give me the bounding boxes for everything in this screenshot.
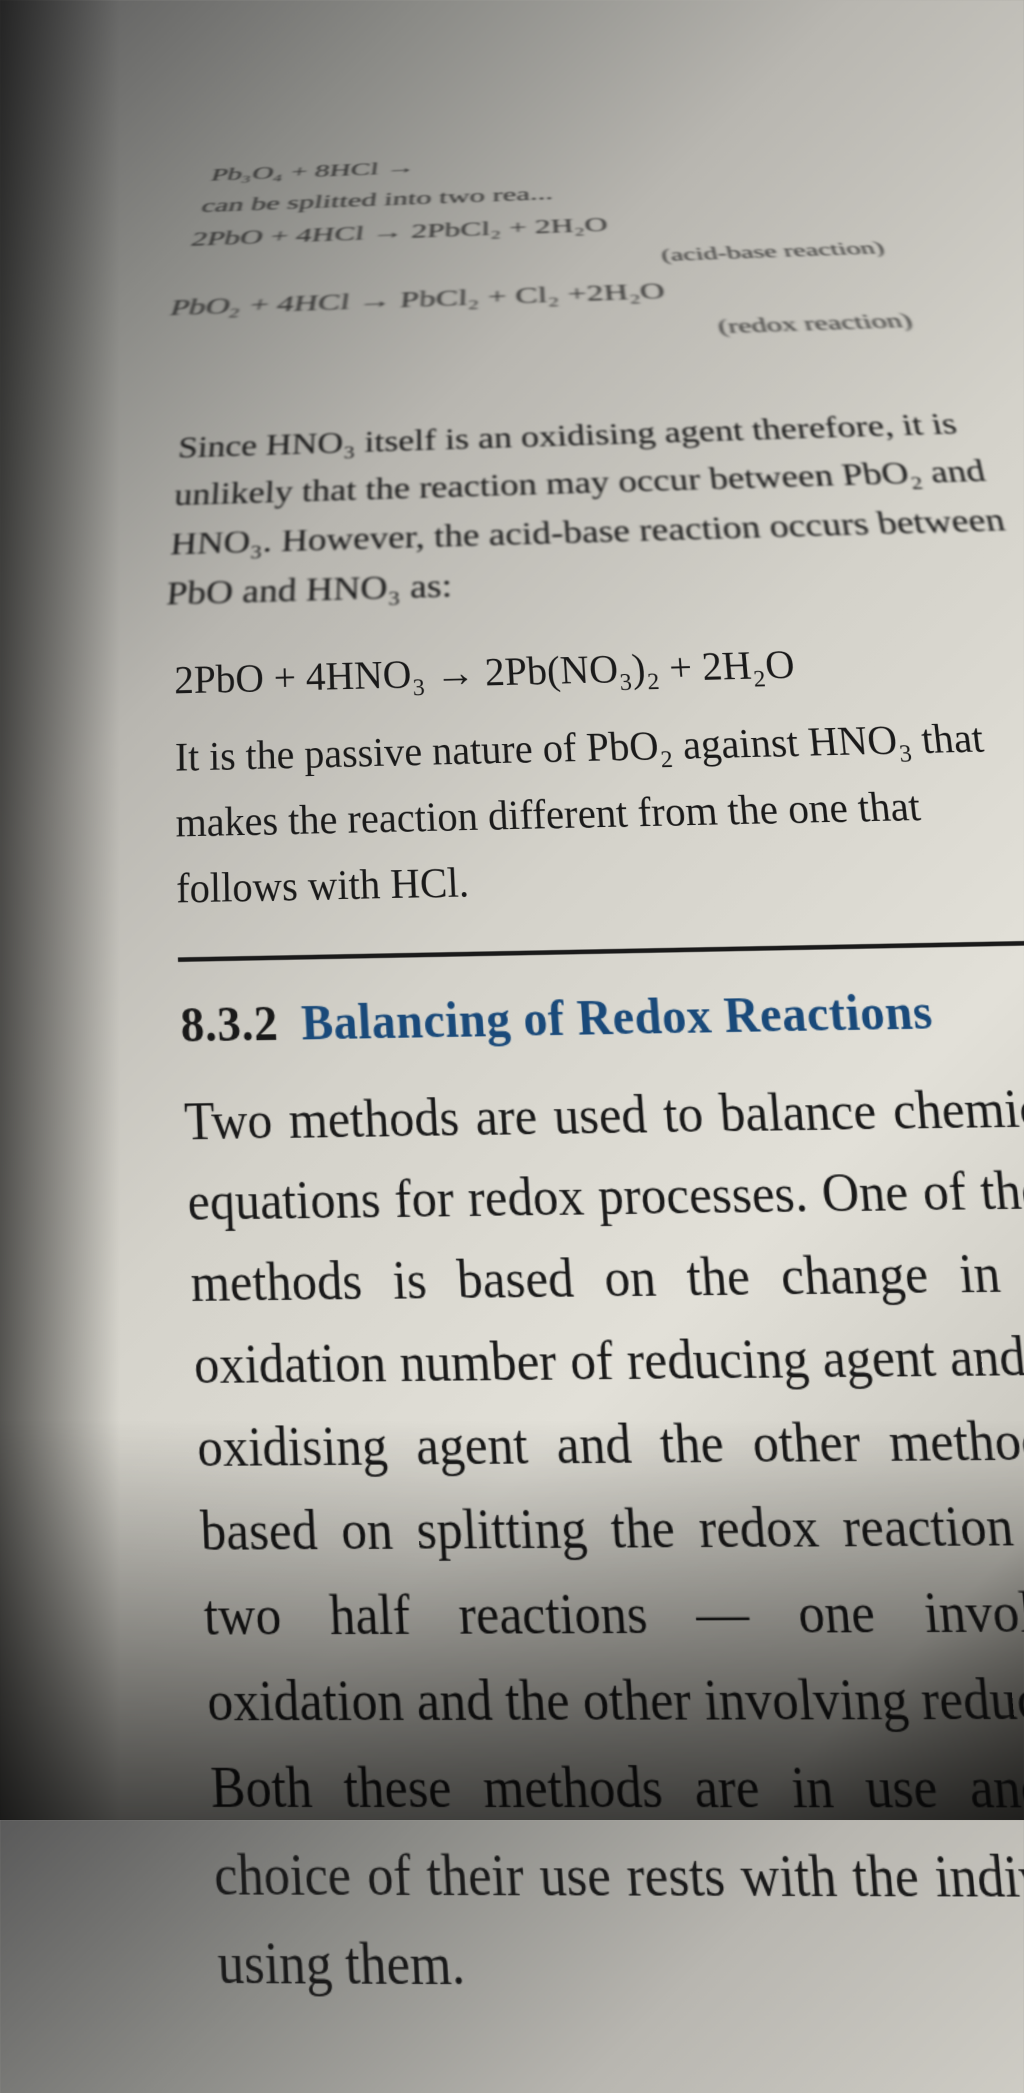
body-paragraph: Two methods are used to balance chemical… (183, 1067, 1024, 2013)
section-heading: 8.3.2 Balancing of Redox Reactions (179, 980, 1024, 1055)
para-oxidising: Since HNO₃ itself is an oxidising agent … (165, 399, 1024, 620)
passive-nature-para: It is the passive nature of PbO₂ against… (175, 704, 1024, 923)
lower-example: 2PbO + 4HNO₃ → 2Pb(NO₃)₂ + 2H₂O It is th… (174, 627, 1024, 924)
example-box: Pb₃O₄ + 8HCl → can be splitted into two … (141, 0, 1024, 962)
textbook-page: Pb₃O₄ + 8HCl → can be splitted into two … (80, 0, 1024, 2093)
section-title: Balancing of Redox Reactions (300, 983, 935, 1051)
pbo-hno3-eq: 2PbO + 4HNO₃ → 2Pb(NO₃)₂ + 2H₂O (174, 627, 1024, 713)
section-number: 8.3.2 (179, 995, 279, 1053)
distorted-top-lines: Pb₃O₄ + 8HCl → can be splitted into two … (154, 136, 1003, 362)
